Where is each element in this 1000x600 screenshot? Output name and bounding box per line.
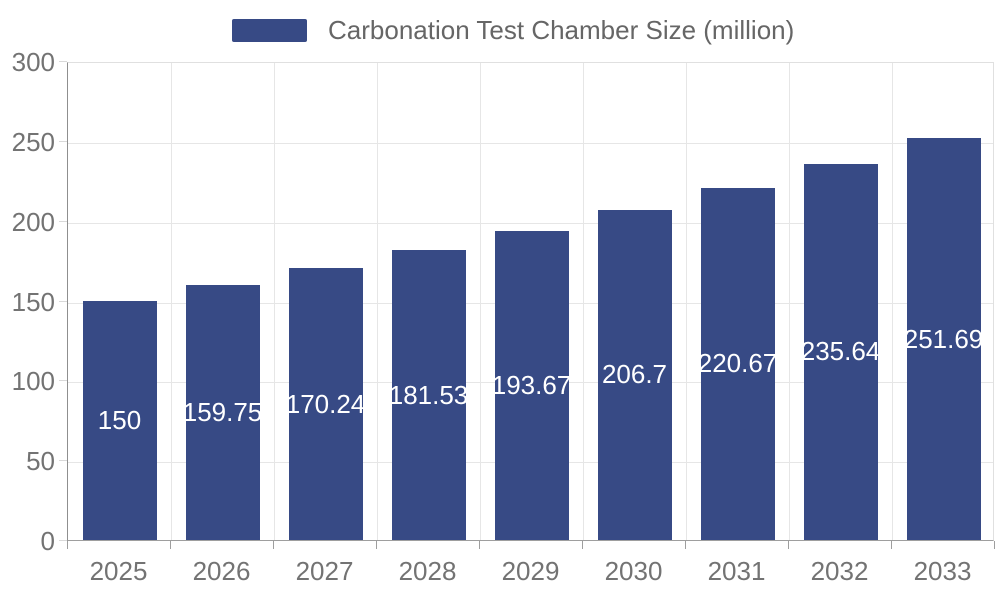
bar-value-label: 220.67 bbox=[697, 348, 778, 379]
bar-value-label: 159.75 bbox=[182, 396, 263, 427]
bar[interactable]: 150 bbox=[82, 300, 157, 540]
bar[interactable]: 170.24 bbox=[285, 268, 366, 540]
v-gridline bbox=[583, 63, 584, 540]
bar-value-label: 150 bbox=[97, 404, 142, 435]
y-axis-label: 50 bbox=[26, 446, 55, 477]
x-axis-label: 2031 bbox=[707, 556, 766, 586]
v-gridline bbox=[171, 63, 172, 540]
y-axis-label: 250 bbox=[11, 126, 55, 157]
legend-swatch bbox=[232, 19, 307, 42]
x-axis-label: 2033 bbox=[913, 556, 972, 586]
plot-area: 150 159.75 170.24 181.53 193.67 206.7 220.67 23… bbox=[67, 62, 994, 541]
v-gridline bbox=[274, 63, 275, 540]
bar[interactable]: 193.67 bbox=[491, 230, 572, 540]
y-axis-tick bbox=[59, 61, 67, 62]
bar[interactable]: 181.53 bbox=[388, 250, 469, 540]
y-axis-tick bbox=[59, 300, 67, 302]
v-gridline bbox=[892, 63, 893, 540]
y-axis-tick bbox=[59, 220, 67, 222]
bar[interactable]: 235.64 bbox=[800, 163, 881, 540]
bar-value-label: 251.69 bbox=[903, 323, 984, 354]
bar[interactable]: 251.69 bbox=[903, 138, 984, 540]
y-axis-tick bbox=[59, 140, 67, 142]
y-axis-label: 150 bbox=[11, 286, 55, 317]
x-axis-tick bbox=[67, 541, 68, 549]
bar[interactable]: 206.7 bbox=[597, 209, 672, 540]
x-axis-label: 2026 bbox=[192, 556, 251, 586]
x-axis-label: 2025 bbox=[89, 556, 148, 586]
x-axis-label: 2030 bbox=[604, 556, 663, 586]
x-axis-tick bbox=[685, 541, 686, 549]
v-gridline bbox=[789, 63, 790, 540]
v-gridline bbox=[686, 63, 687, 540]
h-gridline bbox=[68, 142, 993, 144]
legend-label: Carbonation Test Chamber Size (million) bbox=[328, 15, 795, 45]
x-axis-tick bbox=[788, 541, 789, 549]
y-axis-label: 300 bbox=[11, 47, 55, 77]
legend-item[interactable]: Carbonation Test Chamber Size (million) bbox=[232, 15, 795, 45]
x-axis-tick bbox=[891, 541, 892, 549]
y-axis-label: 0 bbox=[40, 526, 55, 556]
y-axis-label: 200 bbox=[11, 206, 55, 237]
y-axis-tick bbox=[59, 460, 67, 462]
x-axis-tick bbox=[479, 541, 480, 549]
y-axis-tick bbox=[59, 380, 67, 382]
x-axis-tick bbox=[376, 541, 377, 549]
x-axis-tick bbox=[170, 541, 171, 549]
x-axis-tick bbox=[273, 541, 274, 549]
x-axis-tick bbox=[994, 541, 995, 549]
v-gridline bbox=[377, 63, 378, 540]
x-axis-label: 2027 bbox=[295, 556, 354, 586]
bar-value-label: 206.7 bbox=[601, 359, 668, 390]
v-gridline bbox=[480, 63, 481, 540]
bar[interactable]: 159.75 bbox=[182, 284, 263, 540]
bar-value-label: 235.64 bbox=[800, 336, 881, 367]
bar-value-label: 170.24 bbox=[285, 388, 366, 419]
h-gridline bbox=[68, 222, 993, 224]
bar-value-label: 193.67 bbox=[491, 369, 572, 400]
x-axis-tick bbox=[582, 541, 583, 549]
bar-value-label: 181.53 bbox=[388, 379, 469, 410]
x-axis-label: 2029 bbox=[501, 556, 560, 586]
y-axis-tick bbox=[59, 540, 67, 541]
x-axis-label: 2028 bbox=[398, 556, 457, 586]
bar[interactable]: 220.67 bbox=[697, 187, 778, 540]
y-axis-label: 100 bbox=[11, 366, 55, 397]
x-axis-label: 2032 bbox=[810, 556, 869, 586]
